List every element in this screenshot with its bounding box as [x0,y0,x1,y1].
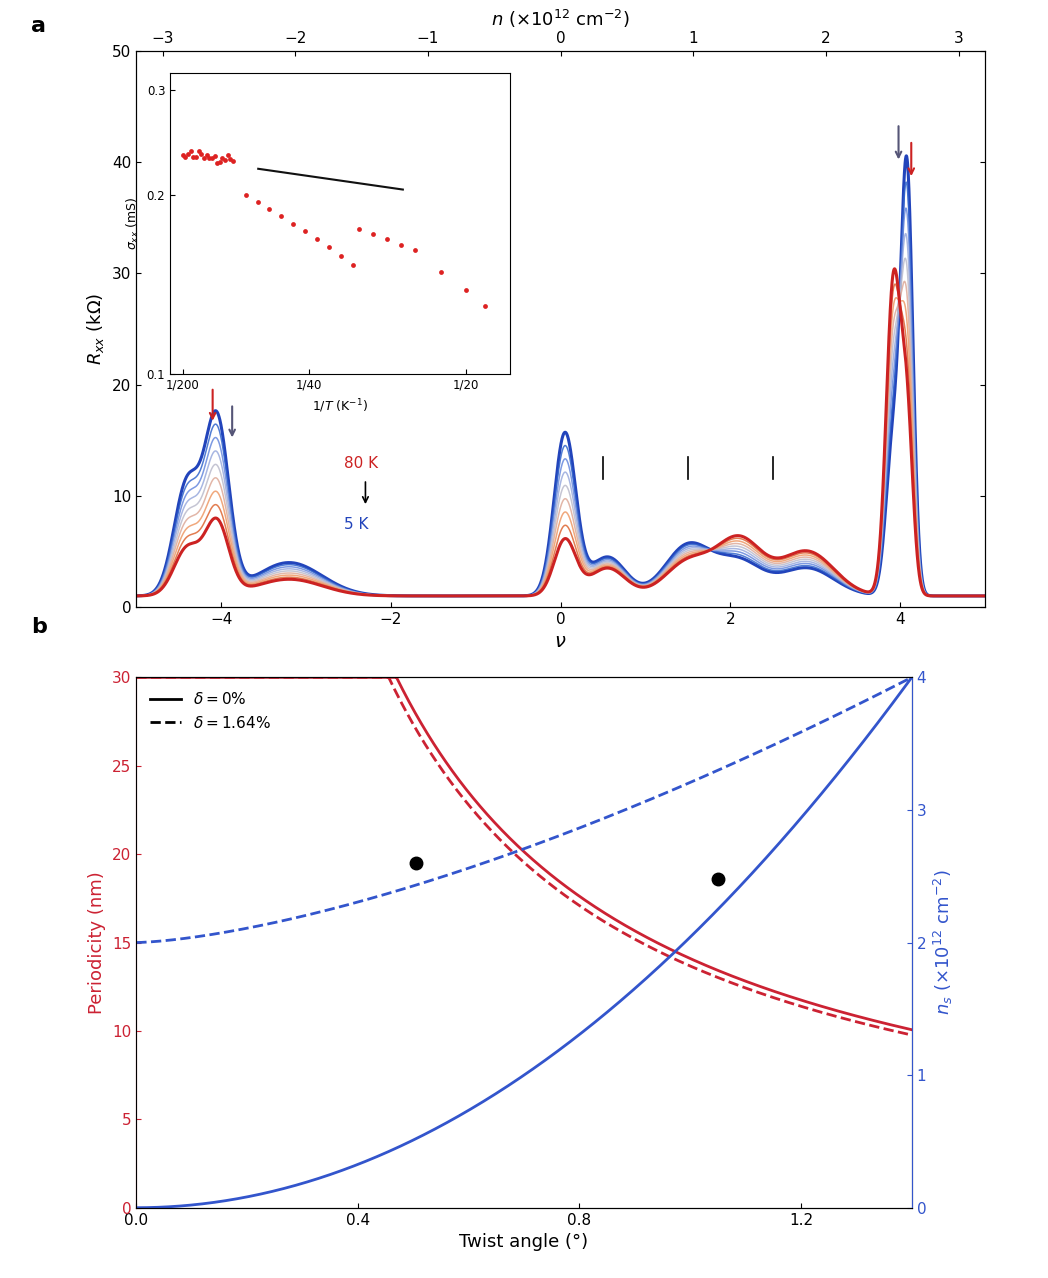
Text: b: b [31,616,47,636]
Y-axis label: $R_{xx}$ (k$\Omega$): $R_{xx}$ (k$\Omega$) [86,293,107,366]
X-axis label: Twist angle (°): Twist angle (°) [459,1233,589,1251]
Legend: $\delta=0\%$, $\delta=1.64\%$: $\delta=0\%$, $\delta=1.64\%$ [144,685,277,737]
Y-axis label: $n_s$ ($\times$10$^{12}$ cm$^{-2}$): $n_s$ ($\times$10$^{12}$ cm$^{-2}$) [932,869,955,1016]
Y-axis label: Periodicity (nm): Periodicity (nm) [88,872,107,1013]
Text: 80 K: 80 K [344,456,378,472]
X-axis label: $n$ ($\times$10$^{12}$ cm$^{-2}$): $n$ ($\times$10$^{12}$ cm$^{-2}$) [492,8,630,29]
Text: 5 K: 5 K [344,518,369,532]
Text: a: a [31,15,46,36]
X-axis label: $\nu$: $\nu$ [554,633,567,652]
